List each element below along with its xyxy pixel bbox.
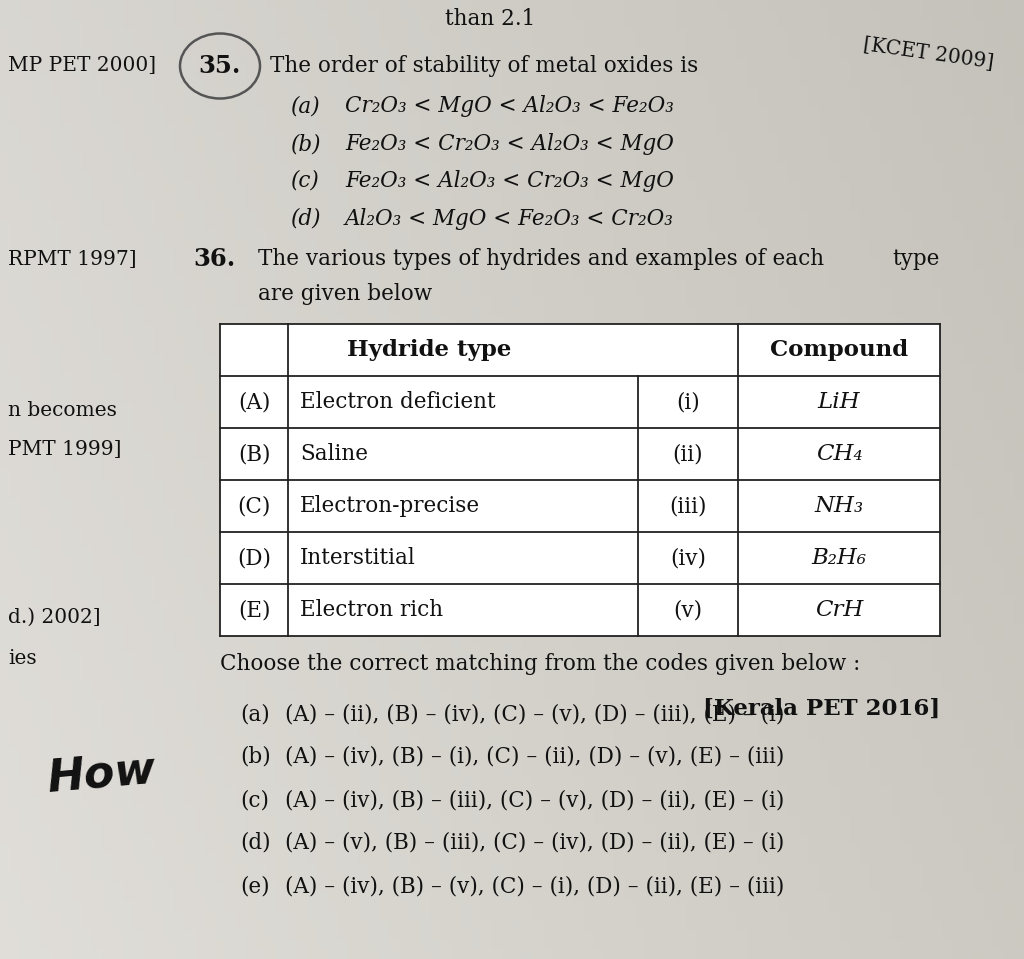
Text: (iii): (iii) [670, 495, 707, 517]
Text: (a): (a) [240, 703, 269, 725]
Text: Compound: Compound [770, 339, 908, 361]
Text: (A): (A) [238, 391, 270, 413]
Text: ies: ies [8, 649, 37, 668]
Text: (C): (C) [238, 495, 270, 517]
Text: than 2.1: than 2.1 [444, 8, 536, 30]
Text: Electron rich: Electron rich [300, 599, 443, 621]
Text: LiH: LiH [818, 391, 860, 413]
Text: (c): (c) [290, 170, 318, 192]
Text: (E): (E) [238, 599, 270, 621]
Text: CH₄: CH₄ [816, 443, 862, 465]
Text: (d): (d) [240, 832, 270, 854]
Text: Fe₂O₃ < Al₂O₃ < Cr₂O₃ < MgO: Fe₂O₃ < Al₂O₃ < Cr₂O₃ < MgO [345, 170, 674, 192]
Text: Saline: Saline [300, 443, 368, 465]
Text: n becomes: n becomes [8, 402, 117, 420]
Text: are given below: are given below [258, 283, 432, 305]
Text: Fe₂O₃ < Cr₂O₃ < Al₂O₃ < MgO: Fe₂O₃ < Cr₂O₃ < Al₂O₃ < MgO [345, 133, 674, 155]
Bar [220, 324, 940, 636]
Text: PMT 1999]: PMT 1999] [8, 439, 122, 458]
Text: Choose the correct matching from the codes given below :: Choose the correct matching from the cod… [220, 653, 860, 675]
Text: (a): (a) [290, 95, 319, 117]
Text: The various types of hydrides and examples of each: The various types of hydrides and exampl… [258, 248, 824, 270]
Text: 36.: 36. [193, 247, 236, 271]
Text: The order of stability of metal oxides is: The order of stability of metal oxides i… [270, 55, 698, 77]
Text: (c): (c) [240, 789, 269, 811]
Text: How: How [45, 748, 158, 800]
Text: (i): (i) [676, 391, 699, 413]
Text: type: type [893, 248, 940, 270]
Text: B₂H₆: B₂H₆ [811, 547, 866, 569]
Text: [Kerala PET 2016]: [Kerala PET 2016] [702, 698, 940, 720]
Text: Interstitial: Interstitial [300, 547, 416, 569]
Text: 35.: 35. [199, 54, 242, 78]
Text: RPMT 1997]: RPMT 1997] [8, 249, 136, 269]
Text: (iv): (iv) [670, 547, 706, 569]
Text: (A) – (v), (B) – (iii), (C) – (iv), (D) – (ii), (E) – (i): (A) – (v), (B) – (iii), (C) – (iv), (D) … [285, 832, 784, 854]
Text: (e): (e) [240, 875, 269, 897]
Text: (b): (b) [290, 133, 321, 155]
Text: (A) – (iv), (B) – (iii), (C) – (v), (D) – (ii), (E) – (i): (A) – (iv), (B) – (iii), (C) – (v), (D) … [285, 789, 784, 811]
Text: (A) – (ii), (B) – (iv), (C) – (v), (D) – (iii), (E) – (i): (A) – (ii), (B) – (iv), (C) – (v), (D) –… [285, 703, 784, 725]
Text: NH₃: NH₃ [814, 495, 863, 517]
Text: (B): (B) [238, 443, 270, 465]
Text: Hydride type: Hydride type [347, 339, 511, 361]
Text: (b): (b) [240, 746, 270, 768]
Text: Al₂O₃ < MgO < Fe₂O₃ < Cr₂O₃: Al₂O₃ < MgO < Fe₂O₃ < Cr₂O₃ [345, 208, 674, 230]
Text: (D): (D) [237, 547, 271, 569]
Text: Cr₂O₃ < MgO < Al₂O₃ < Fe₂O₃: Cr₂O₃ < MgO < Al₂O₃ < Fe₂O₃ [345, 95, 674, 117]
Text: [KCET 2009]: [KCET 2009] [862, 35, 995, 73]
Text: (A) – (iv), (B) – (i), (C) – (ii), (D) – (v), (E) – (iii): (A) – (iv), (B) – (i), (C) – (ii), (D) –… [285, 746, 784, 768]
Text: Electron-precise: Electron-precise [300, 495, 480, 517]
Text: Electron deficient: Electron deficient [300, 391, 496, 413]
Text: MP PET 2000]: MP PET 2000] [8, 57, 156, 76]
Text: (A) – (iv), (B) – (v), (C) – (i), (D) – (ii), (E) – (iii): (A) – (iv), (B) – (v), (C) – (i), (D) – … [285, 875, 784, 897]
Text: (d): (d) [290, 208, 321, 230]
Text: (v): (v) [674, 599, 702, 621]
Text: CrH: CrH [815, 599, 863, 621]
Text: (ii): (ii) [673, 443, 703, 465]
Text: d.) 2002]: d.) 2002] [8, 607, 100, 626]
